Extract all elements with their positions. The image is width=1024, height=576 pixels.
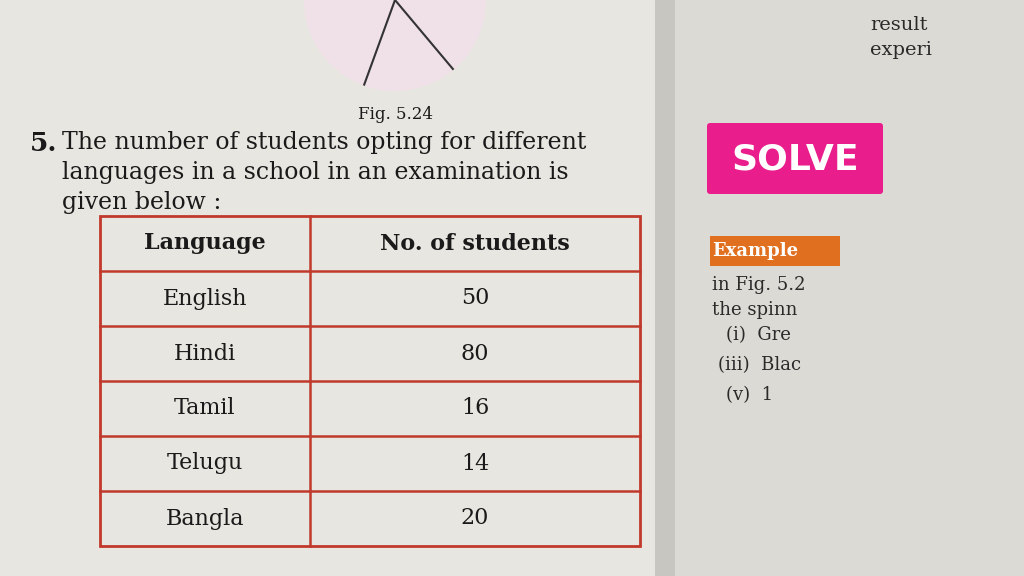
Text: 50: 50 — [461, 287, 489, 309]
Text: Fig. 5.24: Fig. 5.24 — [357, 106, 432, 123]
Text: (v)  1: (v) 1 — [726, 386, 773, 404]
Text: the spinn: the spinn — [712, 301, 798, 319]
Text: given below :: given below : — [62, 191, 221, 214]
Text: 5.: 5. — [30, 131, 57, 156]
Text: The number of students opting for different: The number of students opting for differ… — [62, 131, 587, 154]
Text: 14: 14 — [461, 453, 489, 475]
Text: languages in a school in an examination is: languages in a school in an examination … — [62, 161, 568, 184]
Text: experi: experi — [870, 41, 932, 59]
FancyBboxPatch shape — [0, 0, 680, 576]
Text: Language: Language — [144, 233, 266, 255]
FancyBboxPatch shape — [707, 123, 883, 194]
Text: Example: Example — [712, 242, 798, 260]
FancyBboxPatch shape — [710, 236, 840, 266]
Text: 16: 16 — [461, 397, 489, 419]
Text: in Fig. 5.2: in Fig. 5.2 — [712, 276, 806, 294]
Text: (i)  Gre: (i) Gre — [726, 326, 791, 344]
Text: Telugu: Telugu — [167, 453, 243, 475]
Text: (iii)  Blac: (iii) Blac — [718, 356, 801, 374]
FancyBboxPatch shape — [660, 0, 1024, 576]
Text: Hindi: Hindi — [174, 343, 237, 365]
FancyBboxPatch shape — [655, 0, 675, 576]
Text: SOLVE: SOLVE — [731, 142, 859, 176]
Text: Bangla: Bangla — [166, 507, 245, 529]
Text: No. of students: No. of students — [380, 233, 570, 255]
Text: English: English — [163, 287, 247, 309]
Text: Tamil: Tamil — [174, 397, 236, 419]
Bar — [100, 216, 640, 546]
Text: 80: 80 — [461, 343, 489, 365]
Text: result: result — [870, 16, 928, 34]
Text: 20: 20 — [461, 507, 489, 529]
Circle shape — [305, 0, 485, 90]
